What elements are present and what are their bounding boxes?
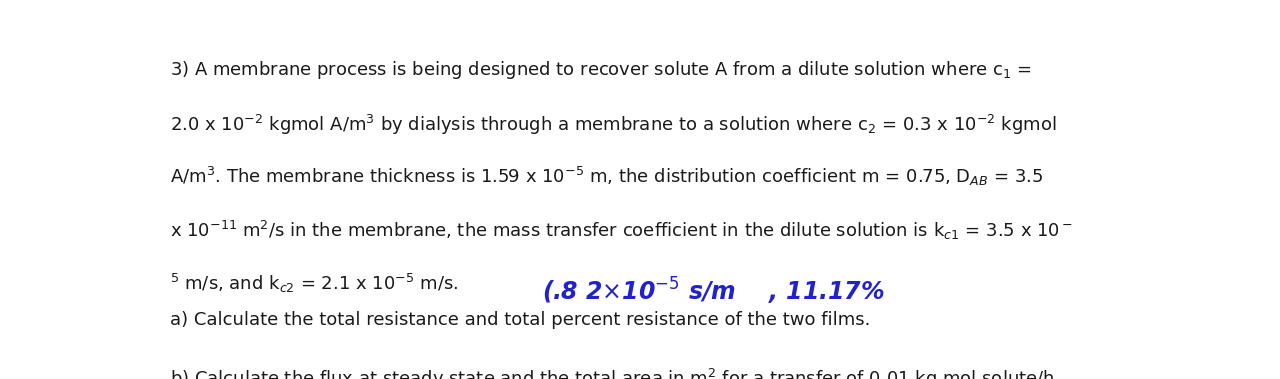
Text: A/m$^3$. The membrane thickness is 1.59 x 10$^{-5}$ m, the distribution coeffici: A/m$^3$. The membrane thickness is 1.59 … (170, 165, 1043, 188)
Text: 2.0 x 10$^{-2}$ kgmol A/m$^3$ by dialysis through a membrane to a solution where: 2.0 x 10$^{-2}$ kgmol A/m$^3$ by dialysi… (170, 113, 1056, 137)
Text: a) Calculate the total resistance and total percent resistance of the two films.: a) Calculate the total resistance and to… (170, 311, 870, 329)
Text: (.8 2$\times$10$^{-5}$ s/m    , 11.17%: (.8 2$\times$10$^{-5}$ s/m , 11.17% (541, 276, 884, 307)
Text: x 10$^{-11}$ m$^2$/s in the membrane, the mass transfer coefficient in the dilut: x 10$^{-11}$ m$^2$/s in the membrane, th… (170, 219, 1073, 242)
Text: b) Calculate the flux at steady state and the total area in m$^2$ for a transfer: b) Calculate the flux at steady state an… (170, 366, 1060, 379)
Text: $^5$ m/s, and k$_{c2}$ = 2.1 x 10$^{-5}$ m/s.: $^5$ m/s, and k$_{c2}$ = 2.1 x 10$^{-5}$… (170, 272, 458, 295)
Text: 3) A membrane process is being designed to recover solute A from a dilute soluti: 3) A membrane process is being designed … (170, 59, 1032, 81)
